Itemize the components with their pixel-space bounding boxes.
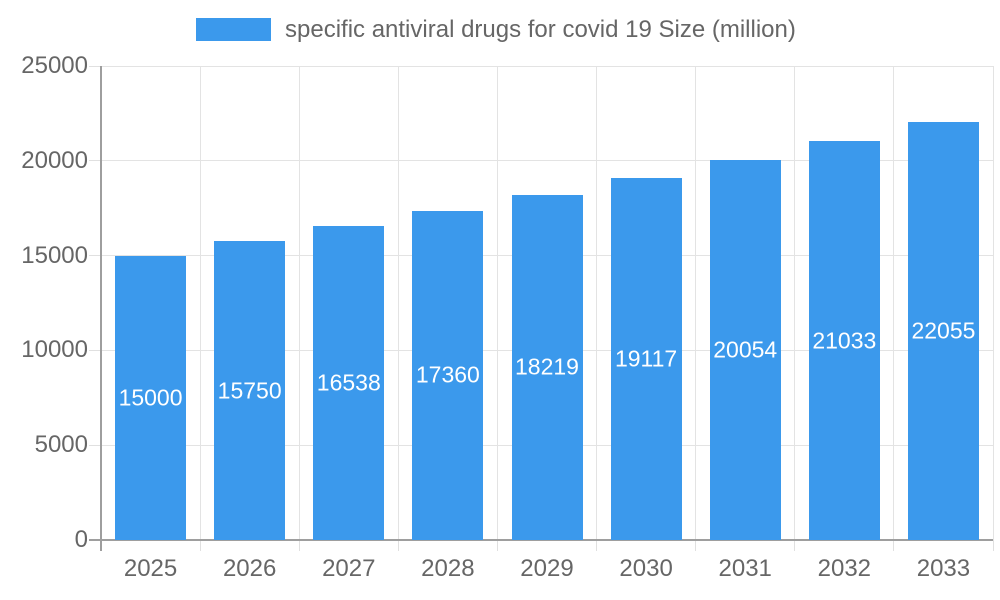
bar-value-label: 20054 — [713, 336, 778, 363]
y-tick — [89, 65, 101, 67]
bar[interactable]: 19117 — [610, 177, 682, 540]
legend-label[interactable]: specific antiviral drugs for covid 19 Si… — [285, 16, 796, 43]
y-tick — [89, 349, 101, 351]
bar[interactable]: 18219 — [511, 194, 583, 540]
x-tick-label: 2028 — [421, 555, 475, 582]
x-tick-label: 2025 — [123, 555, 178, 582]
bar-value-label: 17360 — [415, 361, 480, 388]
y-tick — [89, 444, 101, 446]
plot-area: 0 5000 10000 15000 20000 25000 15000 2025 15750 2… — [21, 54, 994, 581]
x-tick-label: 2033 — [916, 555, 971, 582]
x-tick-label: 2029 — [520, 555, 574, 582]
v-gridline — [695, 66, 697, 540]
x-tick-label: 2030 — [619, 555, 673, 582]
y-tick-label: 25000 — [21, 52, 88, 79]
h-gridline — [101, 65, 993, 67]
chart-legend: specific antiviral drugs for covid 19 Si… — [0, 0, 1000, 50]
bar[interactable]: 15750 — [214, 241, 286, 540]
v-gridline — [397, 66, 399, 540]
v-gridline — [298, 66, 300, 540]
y-tick-label: 15000 — [21, 241, 88, 269]
x-tick — [893, 540, 895, 551]
bar-value-label: 15000 — [118, 384, 183, 411]
x-tick — [199, 540, 201, 551]
bar[interactable]: 16538 — [313, 226, 385, 540]
bar-value-label: 15750 — [217, 377, 282, 404]
bar-value-label: 16538 — [316, 369, 381, 396]
v-gridline — [893, 66, 895, 540]
x-tick — [496, 540, 498, 551]
y-tick — [89, 255, 101, 257]
bar[interactable]: 22055 — [907, 121, 979, 540]
y-axis-line — [100, 66, 102, 551]
v-gridline — [496, 66, 498, 540]
x-tick-label: 2027 — [322, 555, 376, 582]
bar[interactable]: 15000 — [115, 255, 187, 540]
x-tick-label: 2032 — [817, 555, 872, 582]
bar[interactable]: 21033 — [808, 141, 880, 540]
bar[interactable]: 20054 — [709, 159, 781, 540]
x-tick — [596, 540, 598, 551]
bar-value-label: 19117 — [614, 345, 678, 372]
x-tick-label: 2026 — [222, 555, 277, 582]
y-tick-label: 10000 — [21, 336, 88, 364]
y-tick-label: 20000 — [21, 146, 88, 174]
x-tick-label: 2031 — [718, 555, 772, 582]
x-tick — [298, 540, 300, 551]
x-tick — [397, 540, 399, 551]
y-tick-label: 0 — [74, 526, 88, 553]
h-gridline — [101, 160, 993, 162]
v-gridline — [992, 66, 994, 540]
x-axis-line — [89, 539, 993, 541]
v-gridline — [794, 66, 796, 540]
bar-value-label: 22055 — [911, 317, 976, 344]
v-gridline — [596, 66, 598, 540]
x-tick — [794, 540, 796, 551]
v-gridline — [199, 66, 201, 540]
bar[interactable]: 17360 — [412, 210, 484, 540]
y-tick — [89, 160, 101, 162]
bar-value-label: 21033 — [812, 327, 877, 354]
x-tick — [695, 540, 697, 551]
bar-value-label: 18219 — [515, 353, 579, 380]
y-tick-label: 5000 — [34, 431, 88, 459]
legend-swatch[interactable] — [196, 18, 271, 41]
x-tick — [992, 540, 994, 551]
